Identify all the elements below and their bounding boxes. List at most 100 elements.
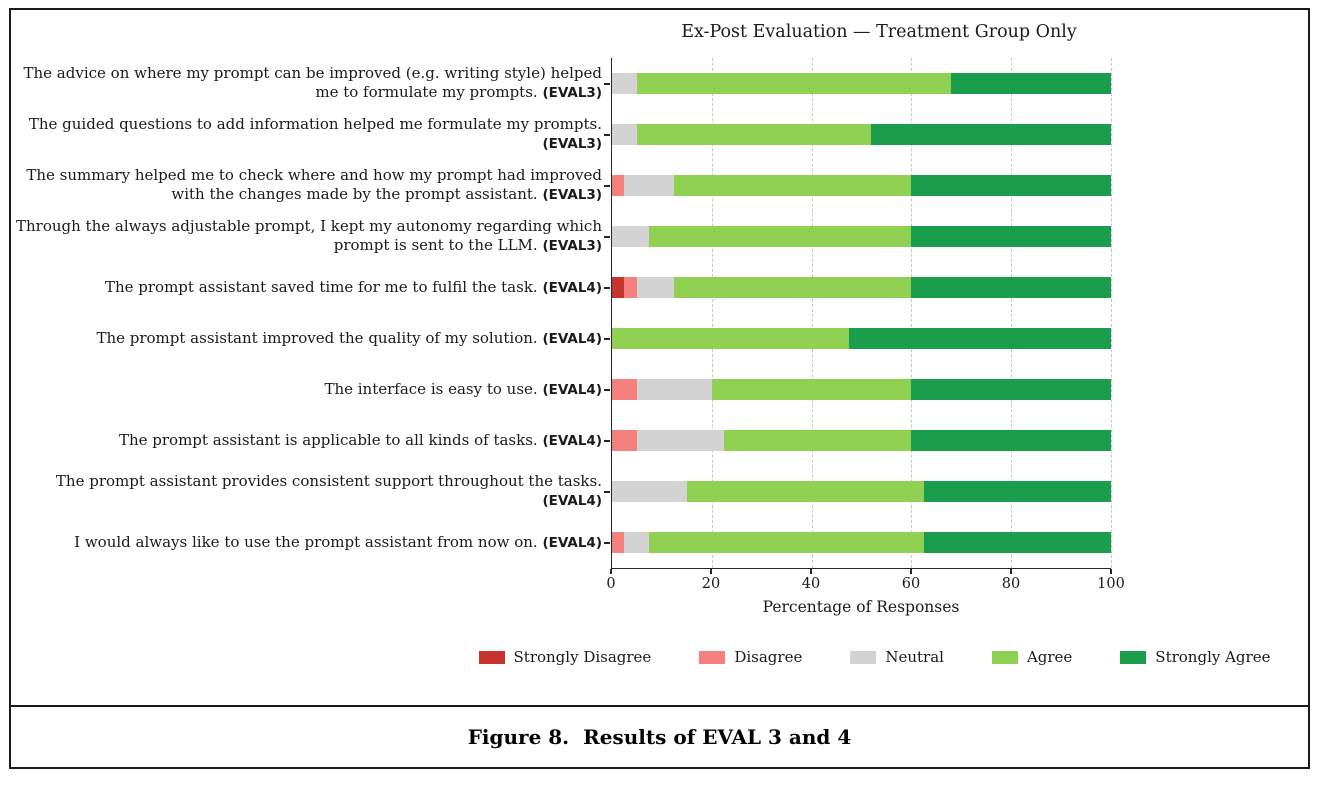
- bar-row: [604, 109, 1111, 160]
- category-eval-tag: (EVAL4): [542, 493, 602, 510]
- segment-strongly-agree: [871, 124, 1111, 145]
- segment-neutral: [612, 73, 637, 94]
- segment-neutral: [612, 226, 650, 247]
- category-label: The guided questions to add information …: [11, 109, 611, 160]
- segment-neutral: [612, 124, 637, 145]
- category-eval-tag: (EVAL3): [542, 187, 602, 204]
- legend-label: Strongly Agree: [1155, 648, 1271, 666]
- stacked-bar: [612, 328, 1111, 349]
- gridline: [1111, 58, 1112, 568]
- x-axis-label: Percentage of Responses: [762, 598, 960, 616]
- x-tick: [810, 569, 812, 574]
- segment-strongly-agree: [911, 175, 1111, 196]
- segment-agree: [636, 73, 952, 94]
- segment-agree: [724, 430, 912, 451]
- bar-row: [604, 211, 1111, 262]
- category-label-text: The prompt assistant saved time for me t…: [104, 277, 543, 296]
- category-eval-tag: (EVAL4): [542, 534, 602, 551]
- segment-neutral: [624, 532, 650, 553]
- caption-label: Figure 8.: [467, 725, 570, 749]
- category-labels: The advice on where my prompt can be imp…: [11, 58, 611, 569]
- segment-strongly-disagree: [612, 277, 625, 298]
- category-label-text: The prompt assistant is applicable to al…: [118, 430, 543, 449]
- segment-strongly-agree: [911, 379, 1111, 400]
- category-eval-tag: (EVAL4): [542, 381, 602, 398]
- figure-caption: Figure 8. Results of EVAL 3 and 4: [11, 705, 1308, 767]
- x-tick-label: 0: [606, 576, 616, 592]
- stacked-bar: [612, 277, 1111, 298]
- legend-item-neutral: Neutral: [850, 648, 944, 666]
- x-tick-label: 40: [801, 576, 821, 592]
- legend-swatch-strongly-disagree: [478, 650, 505, 664]
- category-eval-tag: (EVAL3): [542, 238, 602, 255]
- legend-label: Neutral: [885, 648, 944, 666]
- x-tick-label: 100: [1097, 576, 1125, 592]
- legend-item-strongly-agree: Strongly Agree: [1120, 648, 1270, 666]
- legend-item-disagree: Disagree: [699, 648, 802, 666]
- category-label-text: The guided questions to add information …: [28, 114, 602, 133]
- caption-text: Results of EVAL 3 and 4: [583, 725, 852, 749]
- figure-container: Ex-Post Evaluation — Treatment Group Onl…: [9, 8, 1310, 769]
- bar-row: [604, 517, 1111, 568]
- bar-row: [604, 364, 1111, 415]
- chart-title: Ex-Post Evaluation — Treatment Group Onl…: [681, 22, 1077, 42]
- category-label: The prompt assistant is applicable to al…: [11, 415, 611, 466]
- segment-agree: [649, 226, 912, 247]
- bar-row: [604, 415, 1111, 466]
- bar-row: [604, 58, 1111, 109]
- segment-neutral: [624, 175, 675, 196]
- bar-row: [604, 466, 1111, 517]
- category-label: The interface is easy to use. (EVAL4): [11, 364, 611, 415]
- legend-swatch-disagree: [699, 650, 726, 664]
- segment-strongly-agree: [911, 277, 1111, 298]
- segment-agree: [674, 175, 912, 196]
- category-label-text: The prompt assistant improved the qualit…: [96, 328, 543, 347]
- stacked-bar: [612, 532, 1111, 553]
- category-label: The prompt assistant improved the qualit…: [11, 313, 611, 364]
- segment-disagree: [612, 379, 637, 400]
- legend: Strongly Disagree Disagree Neutral Agree Str…: [441, 648, 1308, 666]
- category-label-text: The summary helped me to check where and…: [26, 165, 602, 204]
- segment-agree: [674, 277, 912, 298]
- category-label: I would always like to use the prompt as…: [11, 517, 611, 568]
- segment-disagree: [612, 430, 637, 451]
- x-axis: 0 20 40 60 80 100: [606, 569, 1125, 597]
- stacked-bar: [612, 481, 1111, 502]
- x-tick-label: 20: [701, 576, 721, 592]
- stacked-bar: [612, 175, 1111, 196]
- legend-label: Strongly Disagree: [513, 648, 652, 666]
- segment-neutral: [612, 481, 687, 502]
- x-tick: [1010, 569, 1012, 574]
- segment-neutral: [636, 277, 675, 298]
- category-eval-tag: (EVAL3): [542, 136, 602, 153]
- segment-neutral: [636, 379, 712, 400]
- x-tick: [710, 569, 712, 574]
- legend-item-agree: Agree: [991, 648, 1073, 666]
- stacked-bar: [612, 73, 1111, 94]
- gridline: [711, 58, 713, 568]
- segment-agree: [649, 532, 924, 553]
- legend-item-strongly-disagree: Strongly Disagree: [478, 648, 652, 666]
- legend-swatch-strongly-agree: [1120, 650, 1147, 664]
- bar-row: [604, 160, 1111, 211]
- bar-row: [604, 262, 1111, 313]
- plot-area: The advice on where my prompt can be imp…: [11, 58, 1308, 569]
- bars-area: [604, 58, 1112, 569]
- segment-disagree: [612, 175, 625, 196]
- segment-disagree: [624, 277, 637, 298]
- stacked-bar: [612, 124, 1111, 145]
- stacked-bar: [612, 226, 1111, 247]
- gridline: [1011, 58, 1013, 568]
- x-tick-label: 80: [1001, 576, 1021, 592]
- category-label: The prompt assistant provides consistent…: [11, 466, 611, 517]
- category-eval-tag: (EVAL4): [542, 330, 602, 347]
- segment-agree: [612, 328, 850, 349]
- segment-neutral: [636, 430, 725, 451]
- legend-label: Agree: [1026, 648, 1073, 666]
- segment-strongly-agree: [951, 73, 1111, 94]
- segment-strongly-agree: [911, 430, 1111, 451]
- legend-swatch-neutral: [850, 650, 877, 664]
- category-eval-tag: (EVAL4): [542, 279, 602, 296]
- segment-strongly-agree: [923, 481, 1111, 502]
- legend-label: Disagree: [734, 648, 803, 666]
